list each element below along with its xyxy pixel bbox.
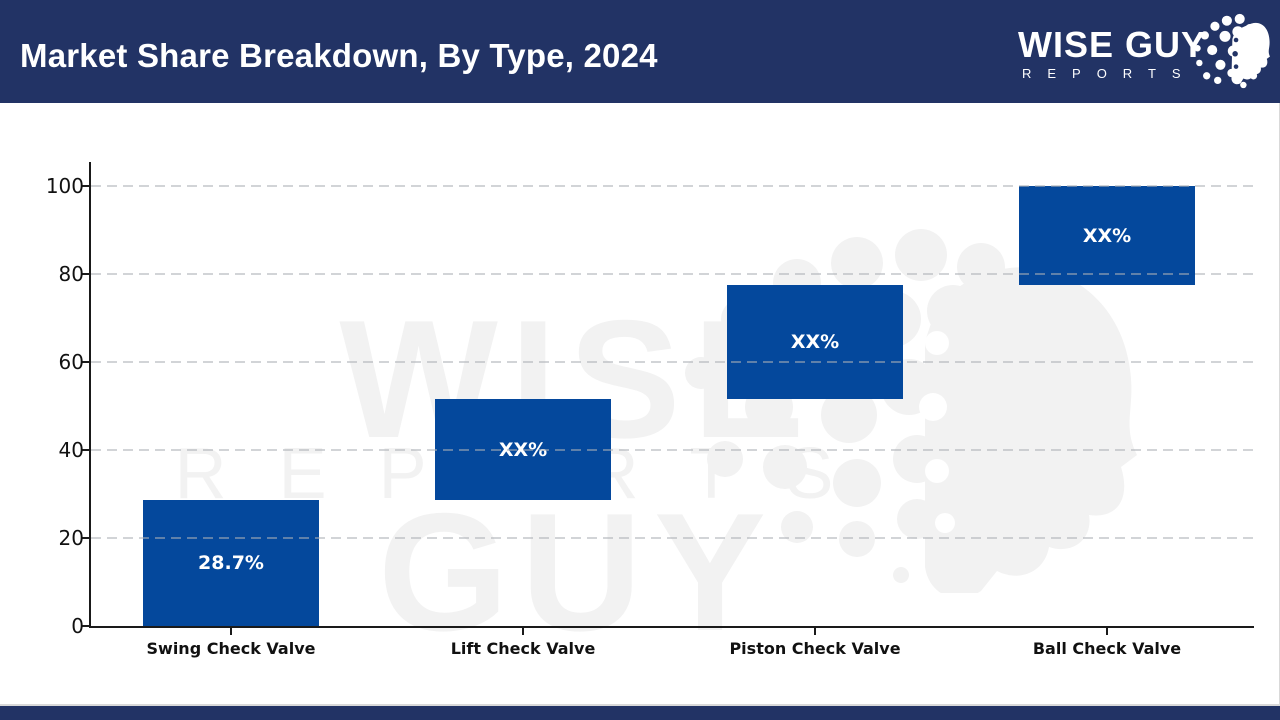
gridline [91,185,1254,187]
bar-segment: 28.7% [143,499,319,626]
bar-value-label: 28.7% [198,551,264,574]
y-tick-label: 60 [58,350,84,374]
brand-logo: WISE GUY REPORTS [1018,11,1270,97]
bar-segment: XX% [1019,186,1195,285]
logo-wordmark: WISE GUY [1017,24,1206,65]
x-category-label: Lift Check Valve [450,639,596,658]
y-tick [81,537,89,539]
bar-value-label: XX% [1082,224,1132,247]
y-tick-label: 40 [58,438,84,462]
y-tick-label: 80 [58,262,84,286]
y-tick [81,185,89,187]
footer-bar [0,706,1280,720]
logo-face-icon [1194,13,1270,88]
y-tick-label: 0 [71,614,84,638]
header: Market Share Breakdown, By Type, 2024 WI… [0,0,1280,103]
x-tick [1106,628,1108,635]
x-category-label: Ball Check Valve [1032,639,1182,658]
x-tick [522,628,524,635]
y-axis-line [89,162,91,628]
watermark-face [685,229,1137,593]
y-tick [81,361,89,363]
y-tick [81,625,89,627]
y-tick [81,449,89,451]
bar-value-label: XX% [790,331,840,354]
gridline [91,537,1254,539]
x-category-label: Piston Check Valve [729,639,901,658]
x-tick [814,628,816,635]
x-tick [230,628,232,635]
x-axis-line [89,626,1254,628]
logo-text: WISE GUY REPORTS [1017,24,1206,82]
chart-card: WISE GUY REPORTS 02040608010028.7%Swing … [0,103,1280,706]
gridline [91,361,1254,363]
y-tick-label: 20 [58,526,84,550]
gridline [91,273,1254,275]
gridline [91,449,1254,451]
x-category-label: Swing Check Valve [146,639,316,658]
bar-segment: XX% [727,285,903,400]
logo-subtitle: REPORTS [1021,66,1197,81]
y-tick [81,273,89,275]
y-tick-label: 100 [45,174,84,198]
chart-title: Market Share Breakdown, By Type, 2024 [20,36,658,74]
